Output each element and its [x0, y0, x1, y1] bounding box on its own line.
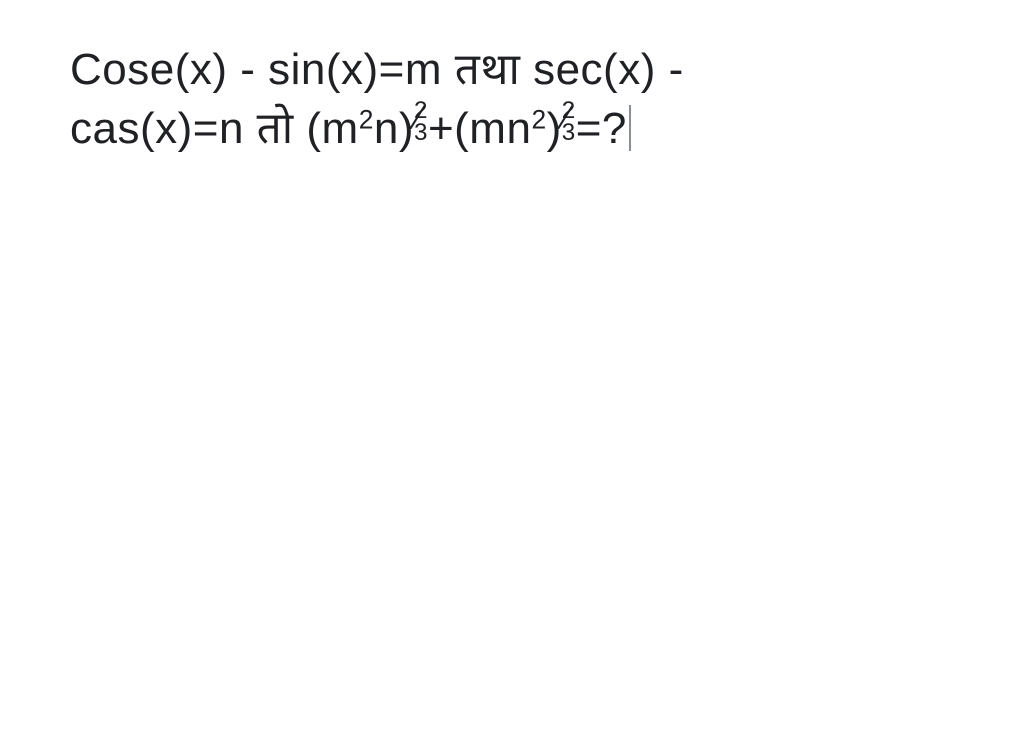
superscript: 2	[531, 105, 546, 135]
fraction-slash: ∕	[563, 102, 569, 136]
expr-part: (m	[294, 104, 359, 153]
expr-part: sec(x) -	[520, 45, 683, 94]
fraction-slash: ∕	[416, 102, 422, 136]
fraction-two-thirds: 2∕3	[414, 100, 428, 144]
math-expression: Cose(x) - sin(x)=m तथा sec(x) - cas(x)=n…	[70, 40, 954, 159]
math-line-2: cas(x)=n तो (m2n)2∕3+(mn2)2∕3=?	[70, 99, 954, 158]
superscript: 2	[359, 105, 374, 135]
expr-part: Cose(x) - sin(x)=m	[70, 45, 455, 94]
math-line-1: Cose(x) - sin(x)=m तथा sec(x) -	[70, 40, 954, 99]
text-cursor	[629, 105, 631, 151]
expr-part: +(mn	[428, 104, 531, 153]
expr-part: )	[547, 104, 562, 153]
expr-part: =?	[576, 104, 627, 153]
expr-part: cas(x)=n	[70, 104, 257, 153]
expr-part: n)	[374, 104, 414, 153]
hindi-word-tatha: तथा	[455, 45, 521, 94]
fraction-two-thirds: 2∕3	[562, 100, 576, 144]
hindi-word-to: तो	[257, 104, 294, 153]
